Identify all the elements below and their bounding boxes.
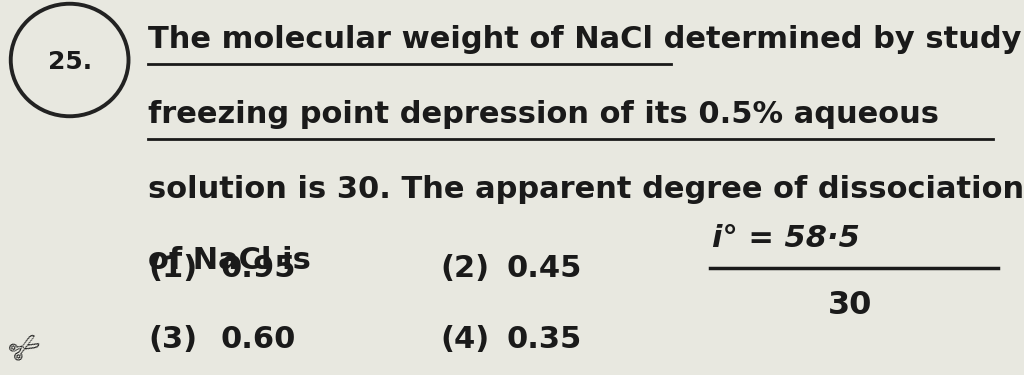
Text: (3): (3) xyxy=(148,325,198,354)
Text: 0.45: 0.45 xyxy=(507,254,583,283)
Text: solution is 30. The apparent degree of dissociation: solution is 30. The apparent degree of d… xyxy=(148,175,1024,204)
Text: (1): (1) xyxy=(148,254,198,283)
Text: freezing point depression of its 0.5% aqueous: freezing point depression of its 0.5% aq… xyxy=(148,100,939,129)
Text: The molecular weight of NaCl determined by studying: The molecular weight of NaCl determined … xyxy=(148,25,1024,54)
Text: ✄: ✄ xyxy=(4,327,47,371)
Text: 0.60: 0.60 xyxy=(220,325,296,354)
Text: 0.35: 0.35 xyxy=(507,325,582,354)
Text: (4): (4) xyxy=(440,325,489,354)
Text: 25.: 25. xyxy=(47,50,92,74)
Text: 30: 30 xyxy=(827,290,872,321)
Text: of NaCl is: of NaCl is xyxy=(148,246,311,275)
Text: i° = 58·5: i° = 58·5 xyxy=(712,224,859,253)
Text: (2): (2) xyxy=(440,254,489,283)
Text: 0.95: 0.95 xyxy=(220,254,296,283)
